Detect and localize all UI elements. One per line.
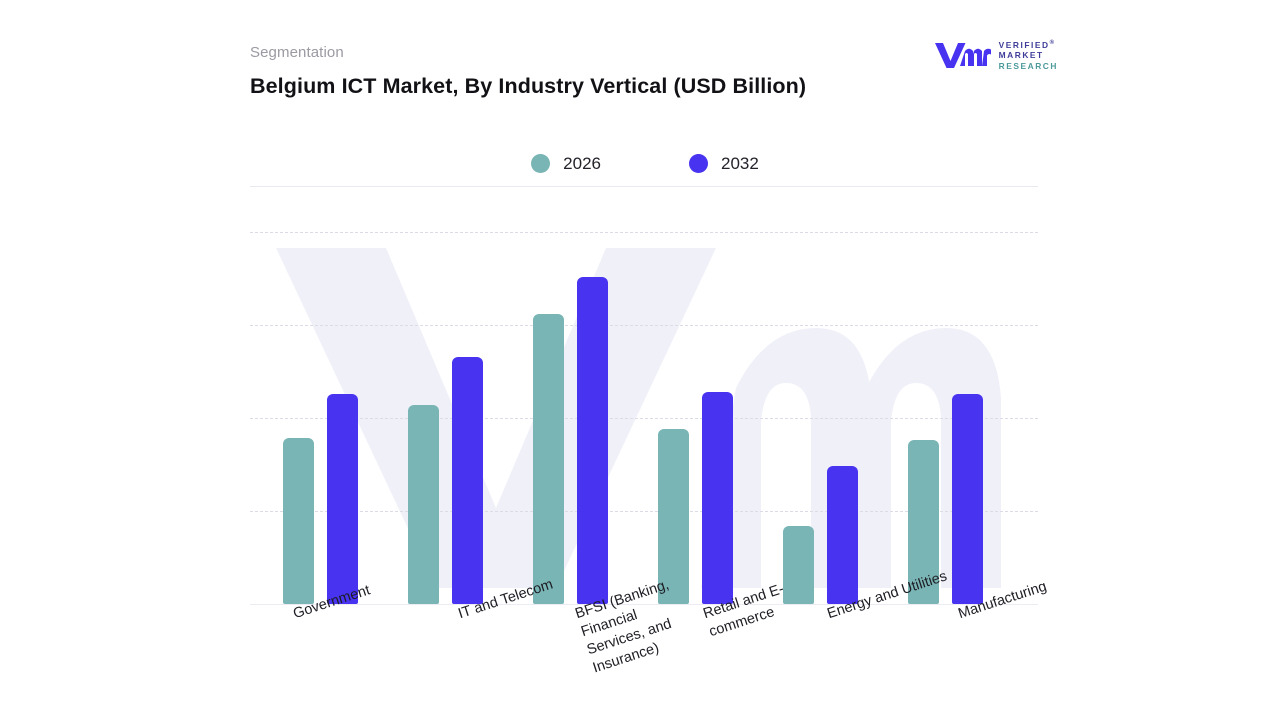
bar-2032-5[interactable] bbox=[827, 466, 858, 604]
logo-line-research: RESEARCH bbox=[998, 60, 1058, 71]
gridline bbox=[250, 511, 1038, 512]
bar-2032-2[interactable] bbox=[452, 356, 483, 604]
legend-swatch-icon bbox=[531, 154, 551, 173]
bar-2026-1[interactable] bbox=[283, 438, 314, 604]
logo-line-verified: VERIFIED® bbox=[998, 40, 1055, 50]
chart-header: Segmentation Belgium ICT Market, By Indu… bbox=[250, 44, 1040, 101]
legend-label: 2032 bbox=[721, 153, 759, 173]
chart-x-axis-labels: Government IT and Telecom BFSI (Banking, F… bbox=[250, 568, 1048, 720]
bar-2032-4[interactable] bbox=[702, 391, 733, 604]
segmentation-label: Segmentation bbox=[250, 44, 344, 61]
page-title: Belgium ICT Market, By Industry Vertical… bbox=[250, 74, 807, 98]
bar-2026-3[interactable] bbox=[533, 313, 564, 604]
gridline bbox=[250, 418, 1038, 419]
gridline bbox=[250, 232, 1038, 233]
chart-plot-area bbox=[250, 196, 1038, 606]
bar-2026-6[interactable] bbox=[908, 440, 939, 604]
bar-2032-6[interactable] bbox=[952, 393, 983, 604]
bar-2026-2[interactable] bbox=[408, 404, 439, 604]
chart-legend: 2026 2032 bbox=[250, 150, 1040, 177]
registered-mark: ® bbox=[1049, 40, 1055, 47]
bar-2032-1[interactable] bbox=[327, 393, 358, 604]
chart-gridlines bbox=[250, 196, 1038, 606]
bar-2032-3[interactable] bbox=[577, 276, 608, 604]
bar-2026-5[interactable] bbox=[783, 525, 814, 604]
chart-bars bbox=[250, 196, 1038, 604]
legend-item-2026[interactable]: 2026 bbox=[531, 154, 601, 174]
logo-line-market: MARKET bbox=[998, 50, 1044, 61]
bar-2026-4[interactable] bbox=[658, 429, 689, 604]
logo-wordmark: VERIFIED® MARKET RESEARCH bbox=[999, 40, 1058, 71]
gridline bbox=[250, 325, 1038, 326]
legend-divider bbox=[250, 186, 1038, 187]
legend-swatch-icon bbox=[689, 154, 708, 173]
vmr-mark-icon bbox=[934, 43, 991, 69]
legend-label: 2026 bbox=[563, 153, 601, 173]
chart-baseline-axis bbox=[250, 604, 1038, 605]
legend-item-2032[interactable]: 2032 bbox=[689, 154, 759, 174]
verified-market-research-logo: VERIFIED® MARKET RESEARCH bbox=[934, 40, 1058, 71]
